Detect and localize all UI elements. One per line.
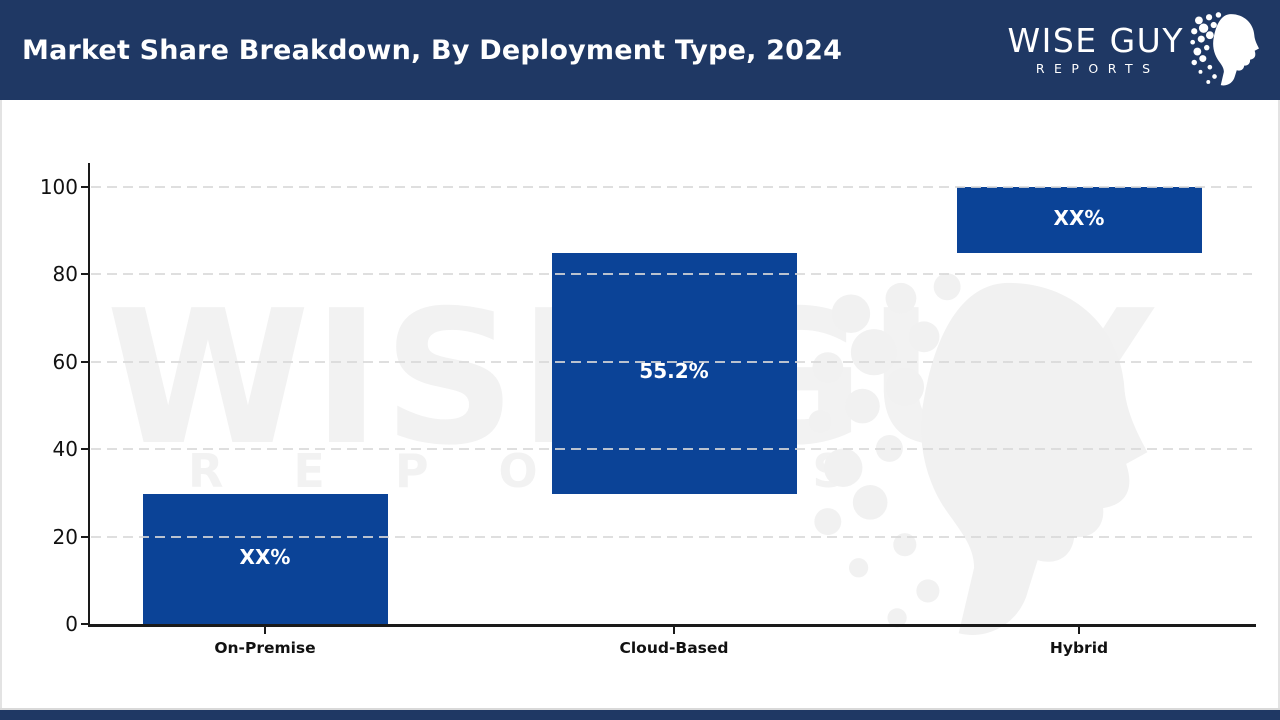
logo-brand-name: WISE GUY: [1007, 21, 1184, 61]
footer-hairline: [0, 708, 1280, 710]
gridline: [91, 360, 1252, 363]
bar-value-label: XX%: [1053, 205, 1105, 230]
gridline: [91, 448, 1252, 451]
gridline: [91, 535, 1252, 538]
y-tick: [81, 623, 88, 625]
logo-brand-sub: REPORTS: [1035, 61, 1160, 77]
x-tick-label: Hybrid: [1049, 639, 1109, 657]
y-tick-label: 100: [39, 175, 78, 199]
brand-logo: WISE GUY REPORTS: [1007, 8, 1266, 92]
logo-wordmark: WISE GUY REPORTS: [1007, 24, 1184, 76]
y-tick-label: 20: [52, 524, 78, 549]
y-tick-label: 80: [52, 262, 78, 287]
bar: [956, 187, 1202, 253]
x-tick: [673, 626, 675, 634]
bar: [142, 493, 388, 624]
chart-area: WISE GUY REPORTS 020406080100XX%On-Premi…: [0, 100, 1280, 710]
x-axis-line: [88, 624, 1256, 627]
bar-value-label: XX%: [239, 544, 291, 569]
y-tick-label: 60: [52, 349, 78, 374]
y-tick: [81, 273, 88, 276]
gridline: [91, 186, 1252, 188]
footer-strip: [0, 710, 1280, 720]
x-tick: [264, 626, 266, 634]
page-title: Market Share Breakdown, By Deployment Ty…: [22, 34, 843, 66]
x-tick: [1078, 626, 1080, 634]
header-bar: Market Share Breakdown, By Deployment Ty…: [0, 0, 1280, 100]
y-axis-line: [88, 163, 90, 626]
y-tick: [81, 186, 88, 188]
bar-value-label: 55.2%: [639, 359, 709, 384]
x-tick-label: Cloud-Based: [619, 639, 729, 657]
bar: [551, 252, 797, 494]
y-tick: [81, 448, 88, 451]
x-tick-label: On-Premise: [214, 639, 316, 657]
y-tick-label: 0: [65, 612, 78, 636]
gridline: [91, 273, 1252, 276]
y-tick: [81, 535, 88, 538]
logo-head-icon: [1188, 9, 1266, 91]
y-tick-label: 40: [52, 437, 78, 462]
y-tick: [81, 360, 88, 363]
